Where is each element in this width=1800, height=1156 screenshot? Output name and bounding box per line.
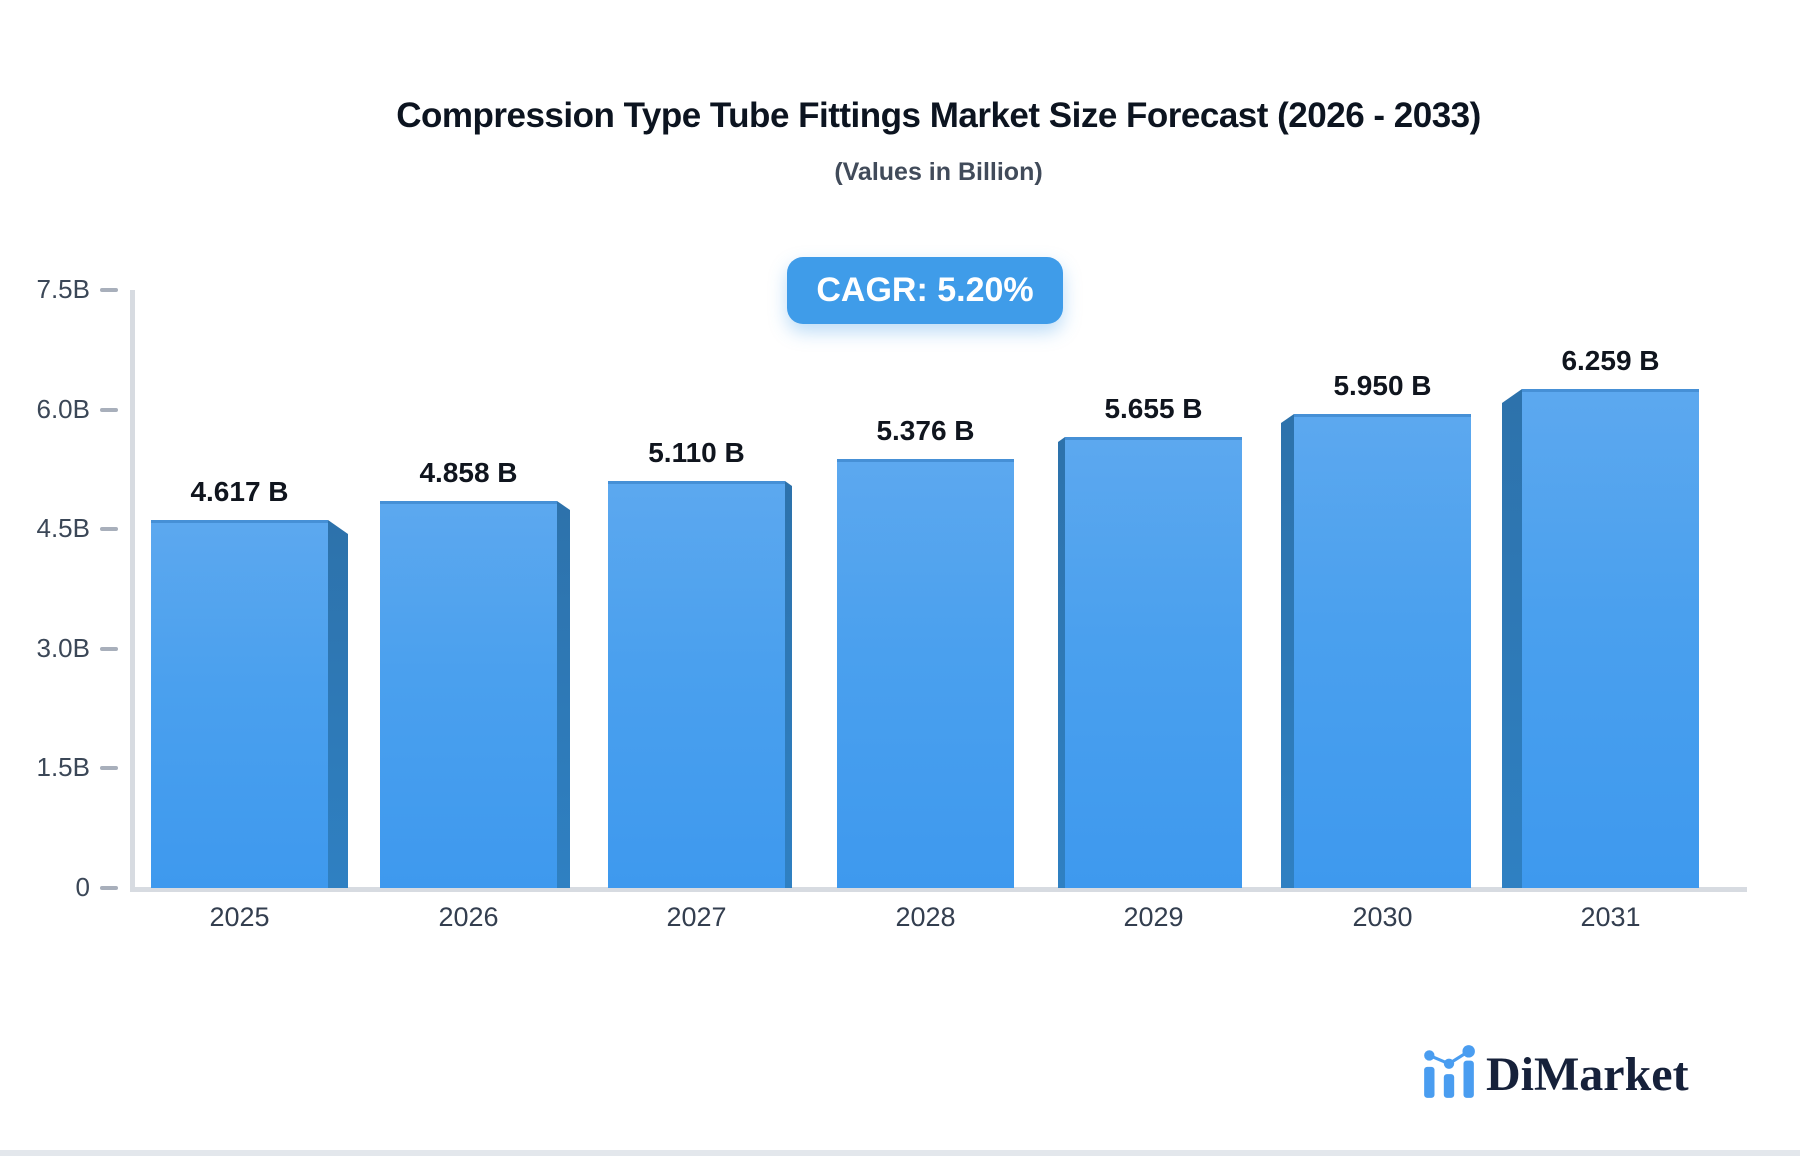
bar-face [1065, 437, 1242, 888]
x-tick-label: 2029 [1123, 902, 1184, 932]
bar-2031 [1502, 389, 1699, 888]
bar-face [1522, 389, 1699, 888]
dimarket-logo: DiMarket [1420, 1038, 1689, 1100]
y-tick-mark [100, 527, 118, 532]
bar-side-face [328, 520, 348, 888]
y-tick-label: 3.0B [36, 632, 91, 663]
x-tick-label: 2031 [1580, 902, 1641, 932]
bar-value-label: 4.617 B [190, 476, 289, 507]
bar-2027 [608, 481, 792, 888]
bar-face [151, 520, 328, 888]
bar-side-face [785, 481, 792, 888]
x-tick-label: 2026 [438, 902, 499, 932]
y-tick-label: 0 [75, 872, 90, 902]
bar-face [837, 459, 1014, 888]
bar-side-face [1502, 389, 1522, 888]
bar-value-label: 6.259 B [1561, 345, 1660, 376]
y-tick-mark [100, 886, 118, 890]
bar-2030 [1281, 414, 1471, 888]
x-tick-label: 2027 [666, 902, 727, 932]
bar-face [608, 481, 785, 888]
y-tick-label: 1.5B [36, 752, 91, 783]
bar-value-label: 5.655 B [1104, 393, 1203, 424]
bar-2025 [151, 520, 348, 888]
bar-2028 [837, 459, 1014, 888]
bar-2029 [1058, 437, 1242, 888]
bar-face [380, 501, 557, 888]
cagr-badge-label: CAGR: 5.20% [816, 271, 1034, 309]
bar-value-label: 4.858 B [419, 457, 518, 488]
y-tick-mark [100, 288, 118, 292]
bar-2026 [380, 501, 570, 888]
bar-value-label: 5.376 B [876, 415, 975, 446]
chart-subtitle: (Values in Billion) [834, 158, 1043, 186]
bar-value-label: 5.950 B [1333, 370, 1432, 401]
chart-title: Compression Type Tube Fittings Market Si… [396, 96, 1481, 135]
x-tick-label: 2030 [1352, 902, 1413, 932]
y-tick-mark [100, 646, 118, 651]
y-tick-label: 6.0B [36, 393, 91, 424]
x-axis-line [130, 887, 1747, 892]
mini-bar-chart-icon [1424, 1045, 1475, 1098]
y-tick-mark [100, 407, 118, 412]
y-tick-mark [100, 766, 118, 771]
bar-side-face [557, 501, 570, 888]
y-tick-label: 7.5B [36, 274, 91, 304]
y-tick-label: 4.5B [36, 513, 91, 544]
x-tick-label: 2028 [895, 902, 956, 932]
x-tick-label: 2025 [209, 902, 270, 932]
bar-side-face [1281, 414, 1294, 888]
bar-value-label: 5.110 B [648, 437, 745, 468]
cagr-badge: CAGR: 5.20% [787, 257, 1063, 324]
bar-side-face [1058, 437, 1065, 888]
bar-face [1294, 414, 1471, 888]
dimarket-logo-text: DiMarket [1486, 1047, 1689, 1101]
y-axis-line [130, 290, 135, 892]
bottom-divider [0, 1150, 1800, 1156]
